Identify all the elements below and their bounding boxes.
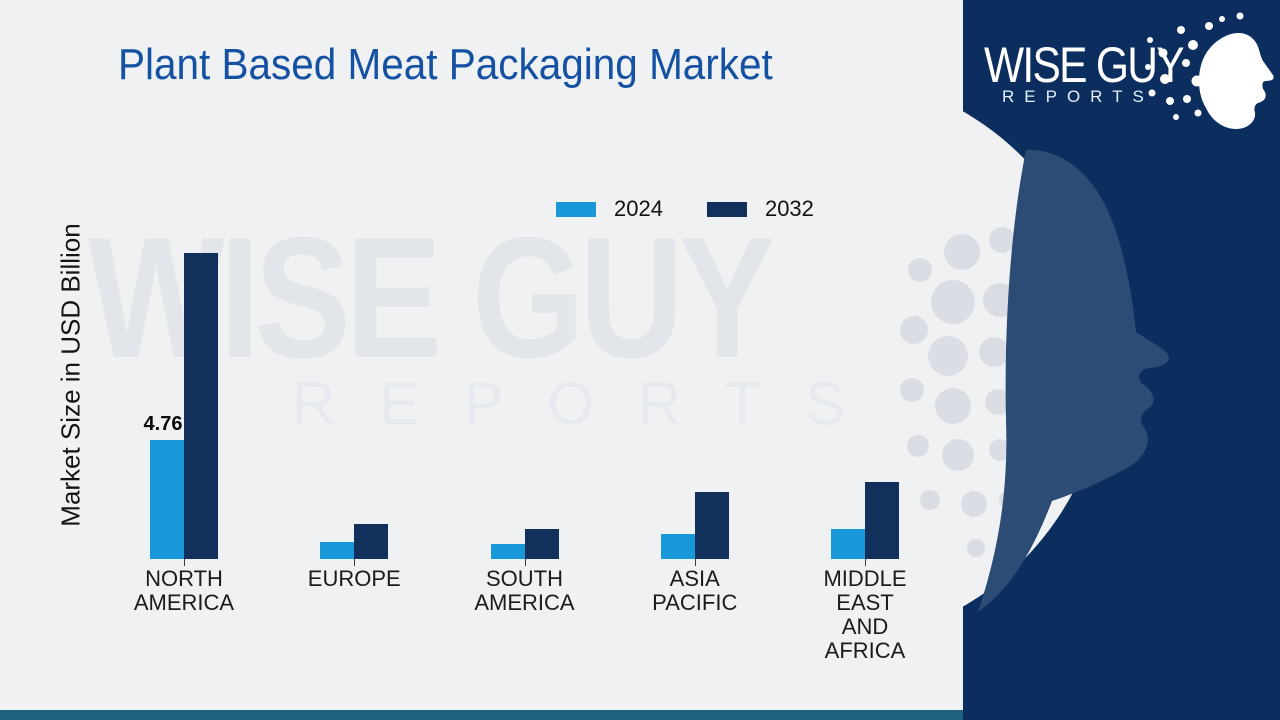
legend-swatch-2032: [706, 201, 747, 217]
x-axis-label-north-america: NORTH AMERICA: [133, 566, 235, 615]
x-axis-tick-europe: [354, 559, 356, 566]
bar-2032-middle-east-and-africa: [865, 481, 899, 559]
bar-2024-asia-pacific: [660, 534, 695, 559]
y-axis-title: Market Size in USD Billion: [55, 223, 86, 527]
legend-item-2032: 2032: [706, 196, 814, 222]
x-axis-tick-middle-east-and-africa: [865, 559, 866, 566]
x-axis-tick-asia-pacific: [694, 559, 696, 566]
bar-2032-north-america: [184, 253, 218, 559]
x-axis-tick-north-america: [184, 559, 185, 566]
bar-2032-asia-pacific: [694, 491, 729, 559]
bar-2024-europe: [320, 541, 355, 559]
bar-2032-south-america: [524, 529, 559, 559]
legend-swatch-2024: [556, 201, 596, 217]
chart-title: Plant Based Meat Packaging Market: [118, 40, 773, 89]
legend: 2024 2032: [556, 196, 814, 222]
bar-2024-south-america: [490, 544, 525, 559]
logo-name: WISE GUY: [984, 37, 1185, 93]
bar-2032-europe: [354, 524, 389, 559]
legend-item-2024: 2024: [556, 196, 663, 222]
watermark-reports: REPORTS: [292, 370, 889, 437]
x-axis-label-europe: EUROPE: [307, 566, 401, 591]
bar-2024-north-america: [150, 440, 184, 559]
x-axis-label-middle-east-and-africa: MIDDLE EAST AND AFRICA: [823, 566, 907, 663]
bottom-accent-bar: [0, 710, 963, 720]
x-axis-tick-south-america: [524, 559, 526, 566]
logo-sub: REPORTS: [1002, 87, 1154, 106]
bar-2024-middle-east-and-africa: [831, 529, 865, 559]
bar-value-label-north-america-2024: 4.76: [143, 413, 183, 435]
x-axis-label-asia-pacific: ASIA PACIFIC: [652, 566, 738, 615]
legend-label-2024: 2024: [614, 196, 663, 221]
x-axis-label-south-america: SOUTH AMERICA: [474, 566, 575, 615]
legend-label-2032: 2032: [764, 196, 814, 221]
